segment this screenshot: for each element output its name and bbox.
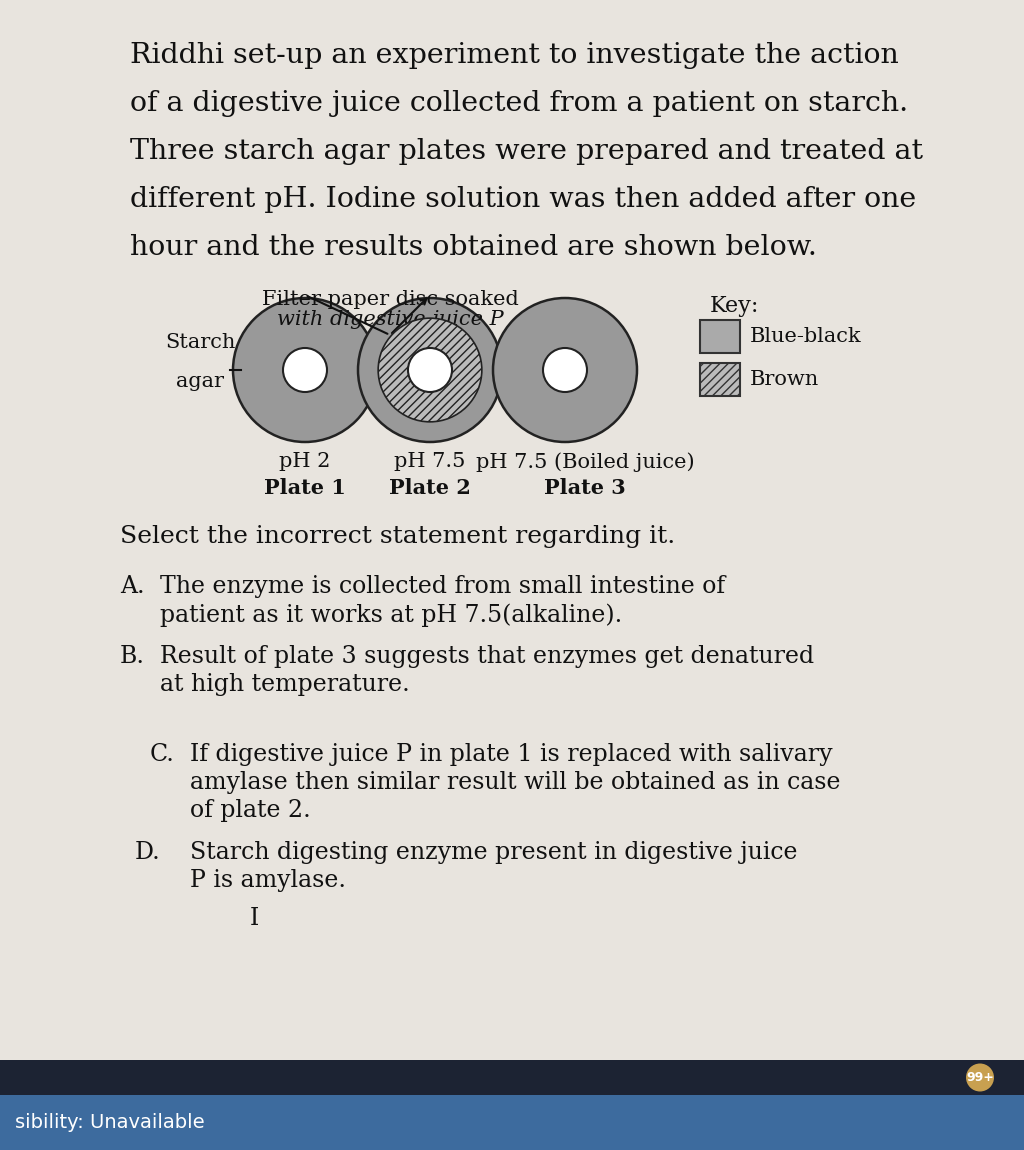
Text: Filter paper disc soaked: Filter paper disc soaked [261,290,518,309]
Text: A.: A. [120,575,144,598]
Text: Select the incorrect statement regarding it.: Select the incorrect statement regarding… [120,526,675,549]
Bar [700,363,740,396]
Text: Result of plate 3 suggests that enzymes get denatured: Result of plate 3 suggests that enzymes … [160,645,814,668]
Text: different pH. Iodine solution was then added after one: different pH. Iodine solution was then a… [130,186,916,213]
Text: Starch digesting enzyme present in digestive juice: Starch digesting enzyme present in diges… [190,841,798,864]
Text: D.: D. [135,841,161,864]
Text: patient as it works at pH 7.5(alkaline).: patient as it works at pH 7.5(alkaline). [160,603,623,627]
Text: Brown: Brown [750,370,819,389]
Text: I: I [250,907,259,930]
Text: pH 7.5: pH 7.5 [394,452,466,472]
Text: B.: B. [120,645,145,668]
Circle shape [283,348,327,392]
Text: Key:: Key: [710,296,760,317]
Text: P is amylase.: P is amylase. [190,869,346,892]
Text: at high temperature.: at high temperature. [160,673,410,696]
Text: Starch: Starch [165,334,236,352]
Text: amylase then similar result will be obtained as in case: amylase then similar result will be obta… [190,770,841,793]
Text: Plate 3: Plate 3 [544,478,626,498]
Text: pH 2: pH 2 [280,452,331,472]
Circle shape [378,319,482,422]
Text: Blue-black: Blue-black [750,327,861,346]
Circle shape [966,1064,994,1091]
Text: Plate 1: Plate 1 [264,478,346,498]
Text: pH 7.5 (Boiled juice): pH 7.5 (Boiled juice) [476,452,694,472]
Text: of a digestive juice collected from a patient on starch.: of a digestive juice collected from a pa… [130,90,908,117]
Circle shape [358,298,502,442]
Circle shape [408,348,452,392]
Text: Riddhi set-up an experiment to investigate the action: Riddhi set-up an experiment to investiga… [130,43,899,69]
Text: sibility: Unavailable: sibility: Unavailable [15,1113,205,1132]
Text: Three starch agar plates were prepared and treated at: Three starch agar plates were prepared a… [130,138,923,164]
Text: 99+: 99+ [966,1071,994,1084]
Text: Plate 2: Plate 2 [389,478,471,498]
Text: C.: C. [150,743,175,766]
Text: If digestive juice P in plate 1 is replaced with salivary: If digestive juice P in plate 1 is repla… [190,743,833,766]
Circle shape [543,348,587,392]
Text: The enzyme is collected from small intestine of: The enzyme is collected from small intes… [160,575,725,598]
Bar [700,320,740,353]
Text: with digestive juice P: with digestive juice P [276,310,504,329]
Bar [0,1095,1024,1150]
Text: of plate 2.: of plate 2. [190,799,310,822]
Text: agar: agar [176,371,224,391]
Circle shape [233,298,377,442]
Bar [0,1060,1024,1095]
Circle shape [493,298,637,442]
Text: hour and the results obtained are shown below.: hour and the results obtained are shown … [130,233,817,261]
